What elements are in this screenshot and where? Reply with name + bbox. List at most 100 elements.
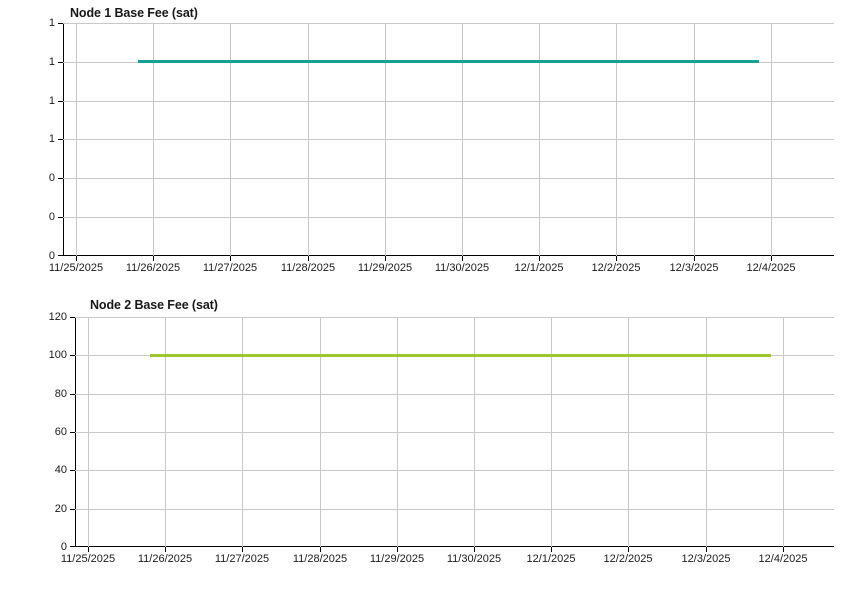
y-tick-mark — [70, 432, 75, 433]
x-gridline — [783, 317, 784, 547]
y-axis-tick-label: 40 — [54, 464, 67, 476]
y-axis-tick-label: 120 — [48, 311, 67, 323]
x-gridline — [153, 23, 154, 256]
x-tick-mark — [474, 547, 475, 552]
x-tick-mark — [230, 256, 231, 261]
y-gridline — [75, 317, 834, 318]
x-axis-tick-label: 11/29/2025 — [357, 262, 413, 274]
x-axis-tick-label: 11/25/2025 — [48, 262, 104, 274]
x-gridline — [230, 23, 231, 256]
y-gridline — [63, 23, 834, 24]
y-tick-mark — [58, 178, 63, 179]
y-gridline — [75, 509, 834, 510]
x-gridline — [474, 317, 475, 547]
plot-area — [58, 23, 834, 261]
x-tick-mark — [397, 547, 398, 552]
x-tick-mark — [706, 547, 707, 552]
y-axis-tick-label: 1 — [48, 133, 55, 145]
x-axis-tick-label: 11/30/2025 — [446, 553, 502, 565]
x-tick-mark — [153, 256, 154, 261]
y-axis-tick-label: 0 — [48, 172, 55, 184]
x-axis-tick-label: 11/26/2025 — [137, 553, 193, 565]
y-axis-tick-label: 80 — [54, 388, 67, 400]
x-gridline — [308, 23, 309, 256]
x-axis-tick-label: 11/29/2025 — [369, 553, 425, 565]
x-axis-tick-label: 12/4/2025 — [758, 553, 808, 565]
x-gridline — [165, 317, 166, 547]
y-axis-tick-label: 60 — [54, 426, 67, 438]
chart-panel-node-2-base-fee: Node 2 Base Fee (sat) 0 20 40 60 80 100 120 11/… — [0, 290, 860, 600]
x-axis-tick-label: 11/27/2025 — [202, 262, 258, 274]
y-gridline — [75, 470, 834, 471]
x-axis-tick-label: 11/26/2025 — [125, 262, 181, 274]
x-tick-mark — [694, 256, 695, 261]
x-gridline — [385, 23, 386, 256]
y-gridline — [75, 432, 834, 433]
x-gridline — [706, 317, 707, 547]
y-axis-tick-label: 100 — [48, 349, 67, 361]
y-gridline — [63, 139, 834, 140]
chart-title: Node 2 Base Fee (sat) — [90, 298, 218, 312]
x-gridline — [616, 23, 617, 256]
series-line — [138, 60, 759, 64]
y-tick-mark — [58, 101, 63, 102]
x-tick-mark — [783, 547, 784, 552]
y-tick-mark — [58, 217, 63, 218]
y-tick-mark — [70, 470, 75, 471]
x-axis-line — [75, 546, 834, 547]
x-tick-mark — [771, 256, 772, 261]
y-gridline — [63, 217, 834, 218]
x-gridline — [539, 23, 540, 256]
y-tick-mark — [58, 62, 63, 63]
x-tick-mark — [462, 256, 463, 261]
x-gridline — [462, 23, 463, 256]
x-gridline — [694, 23, 695, 256]
x-axis-tick-label: 11/25/2025 — [60, 553, 116, 565]
x-axis-tick-label: 11/28/2025 — [280, 262, 336, 274]
x-tick-mark — [320, 547, 321, 552]
x-gridline — [88, 317, 89, 547]
x-axis-line — [63, 255, 834, 256]
x-tick-mark — [628, 547, 629, 552]
y-tick-mark — [70, 546, 75, 547]
chart-title: Node 1 Base Fee (sat) — [70, 6, 198, 20]
chart-panel-node-1-base-fee: Node 1 Base Fee (sat) 0 0 0 1 1 1 1 11/25/2025 1… — [0, 0, 860, 290]
y-axis-tick-label: 1 — [48, 95, 55, 107]
x-axis-tick-label: 11/28/2025 — [292, 553, 348, 565]
y-axis-tick-label: 0 — [48, 250, 55, 262]
x-tick-mark — [385, 256, 386, 261]
x-gridline — [320, 317, 321, 547]
y-tick-mark — [70, 509, 75, 510]
x-tick-mark — [308, 256, 309, 261]
x-tick-mark — [88, 547, 89, 552]
x-tick-mark — [76, 256, 77, 261]
x-axis-tick-label: 11/30/2025 — [434, 262, 490, 274]
y-tick-mark — [58, 139, 63, 140]
y-axis-tick-label: 0 — [48, 211, 55, 223]
x-axis-tick-label: 12/1/2025 — [526, 553, 576, 565]
y-tick-mark — [70, 317, 75, 318]
x-axis-tick-label: 12/3/2025 — [681, 553, 731, 565]
y-axis-tick-label: 0 — [60, 541, 67, 553]
x-tick-mark — [539, 256, 540, 261]
x-gridline — [242, 317, 243, 547]
y-tick-mark — [58, 255, 63, 256]
x-axis-tick-label: 12/2/2025 — [591, 262, 641, 274]
y-axis-tick-label: 1 — [48, 17, 55, 29]
x-tick-mark — [165, 547, 166, 552]
x-tick-mark — [616, 256, 617, 261]
x-axis-tick-label: 12/3/2025 — [669, 262, 719, 274]
x-gridline — [551, 317, 552, 547]
x-tick-mark — [242, 547, 243, 552]
y-gridline — [63, 178, 834, 179]
x-gridline — [397, 317, 398, 547]
x-gridline — [76, 23, 77, 256]
x-tick-mark — [551, 547, 552, 552]
x-axis-tick-label: 12/4/2025 — [746, 262, 796, 274]
y-tick-mark — [70, 394, 75, 395]
y-gridline — [63, 101, 834, 102]
x-axis-tick-label: 12/2/2025 — [603, 553, 653, 565]
series-line — [150, 353, 771, 357]
plot-area — [70, 317, 834, 552]
